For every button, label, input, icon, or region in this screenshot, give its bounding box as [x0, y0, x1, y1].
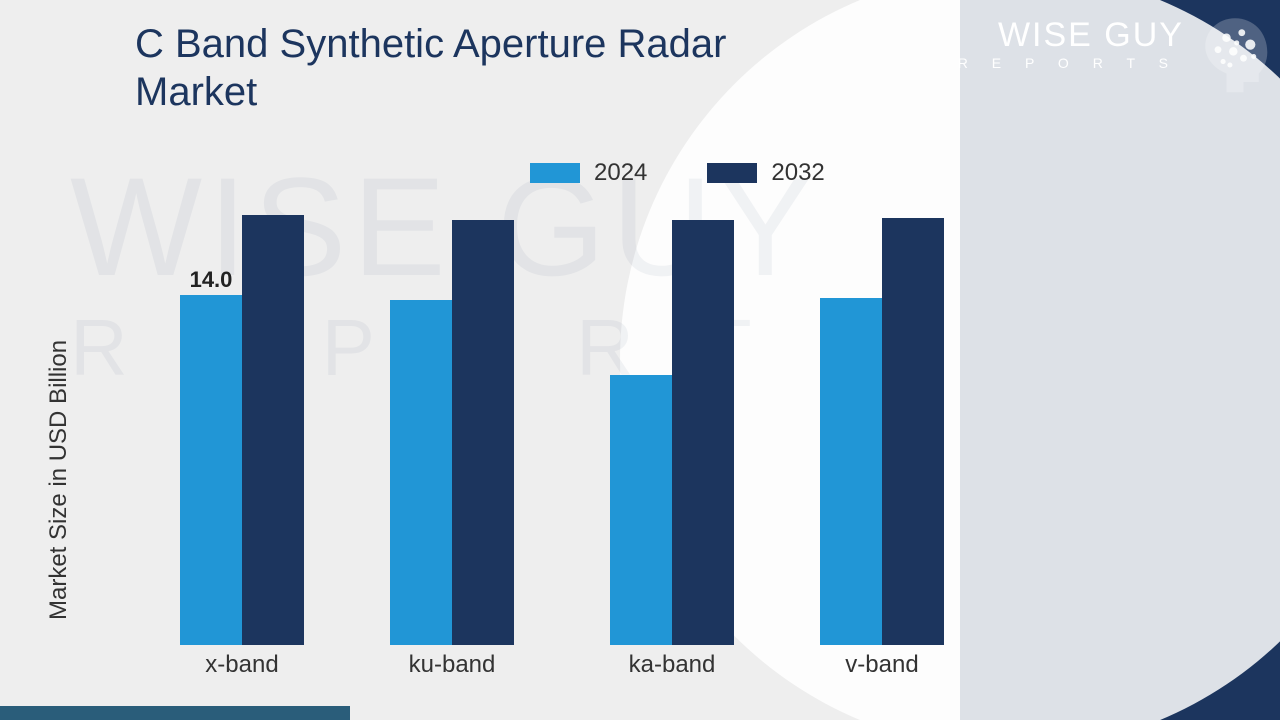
legend-item-2032: 2032: [707, 159, 824, 187]
brand-logo: WISE GUY R E P O R T S: [958, 18, 1184, 70]
category-label-ku-band: ku-band: [409, 651, 496, 679]
legend-label-2024: 2024: [594, 159, 647, 187]
bar-ka-band-2032: [672, 220, 734, 645]
chart-title: C Band Synthetic Aperture Radar Market: [135, 20, 835, 116]
legend-item-2024: 2024: [530, 159, 647, 187]
chart-legend: 2024 2032: [530, 158, 825, 188]
bar-ku-band-2032: [452, 220, 514, 645]
logo-head-icon: [1190, 14, 1280, 99]
bar-v-band-2032: [882, 218, 944, 646]
legend-swatch-2032: [707, 163, 757, 183]
chart-canvas: WISE GUY R E P O R T S WISE GUY R E P O …: [0, 0, 1280, 720]
bar-ka-band-2024: [610, 375, 672, 645]
value-label: 14.0: [190, 267, 233, 293]
category-label-v-band: v-band: [845, 651, 918, 679]
bar-x-band-2024: [180, 295, 242, 645]
category-label-ka-band: ka-band: [629, 651, 716, 679]
bottom-accent-bar: [0, 706, 350, 720]
logo-line-2: R E P O R T S: [958, 56, 1178, 70]
category-label-x-band: x-band: [205, 651, 278, 679]
plot-area: x-bandku-bandka-bandv-band14.0: [100, 195, 950, 645]
bar-x-band-2032: [242, 215, 304, 645]
bar-ku-band-2024: [390, 300, 452, 645]
logo-line-1: WISE GUY: [958, 18, 1184, 52]
y-axis-label: Market Size in USD Billion: [45, 340, 73, 620]
legend-swatch-2024: [530, 163, 580, 183]
legend-label-2032: 2032: [771, 159, 824, 187]
bar-v-band-2024: [820, 298, 882, 646]
